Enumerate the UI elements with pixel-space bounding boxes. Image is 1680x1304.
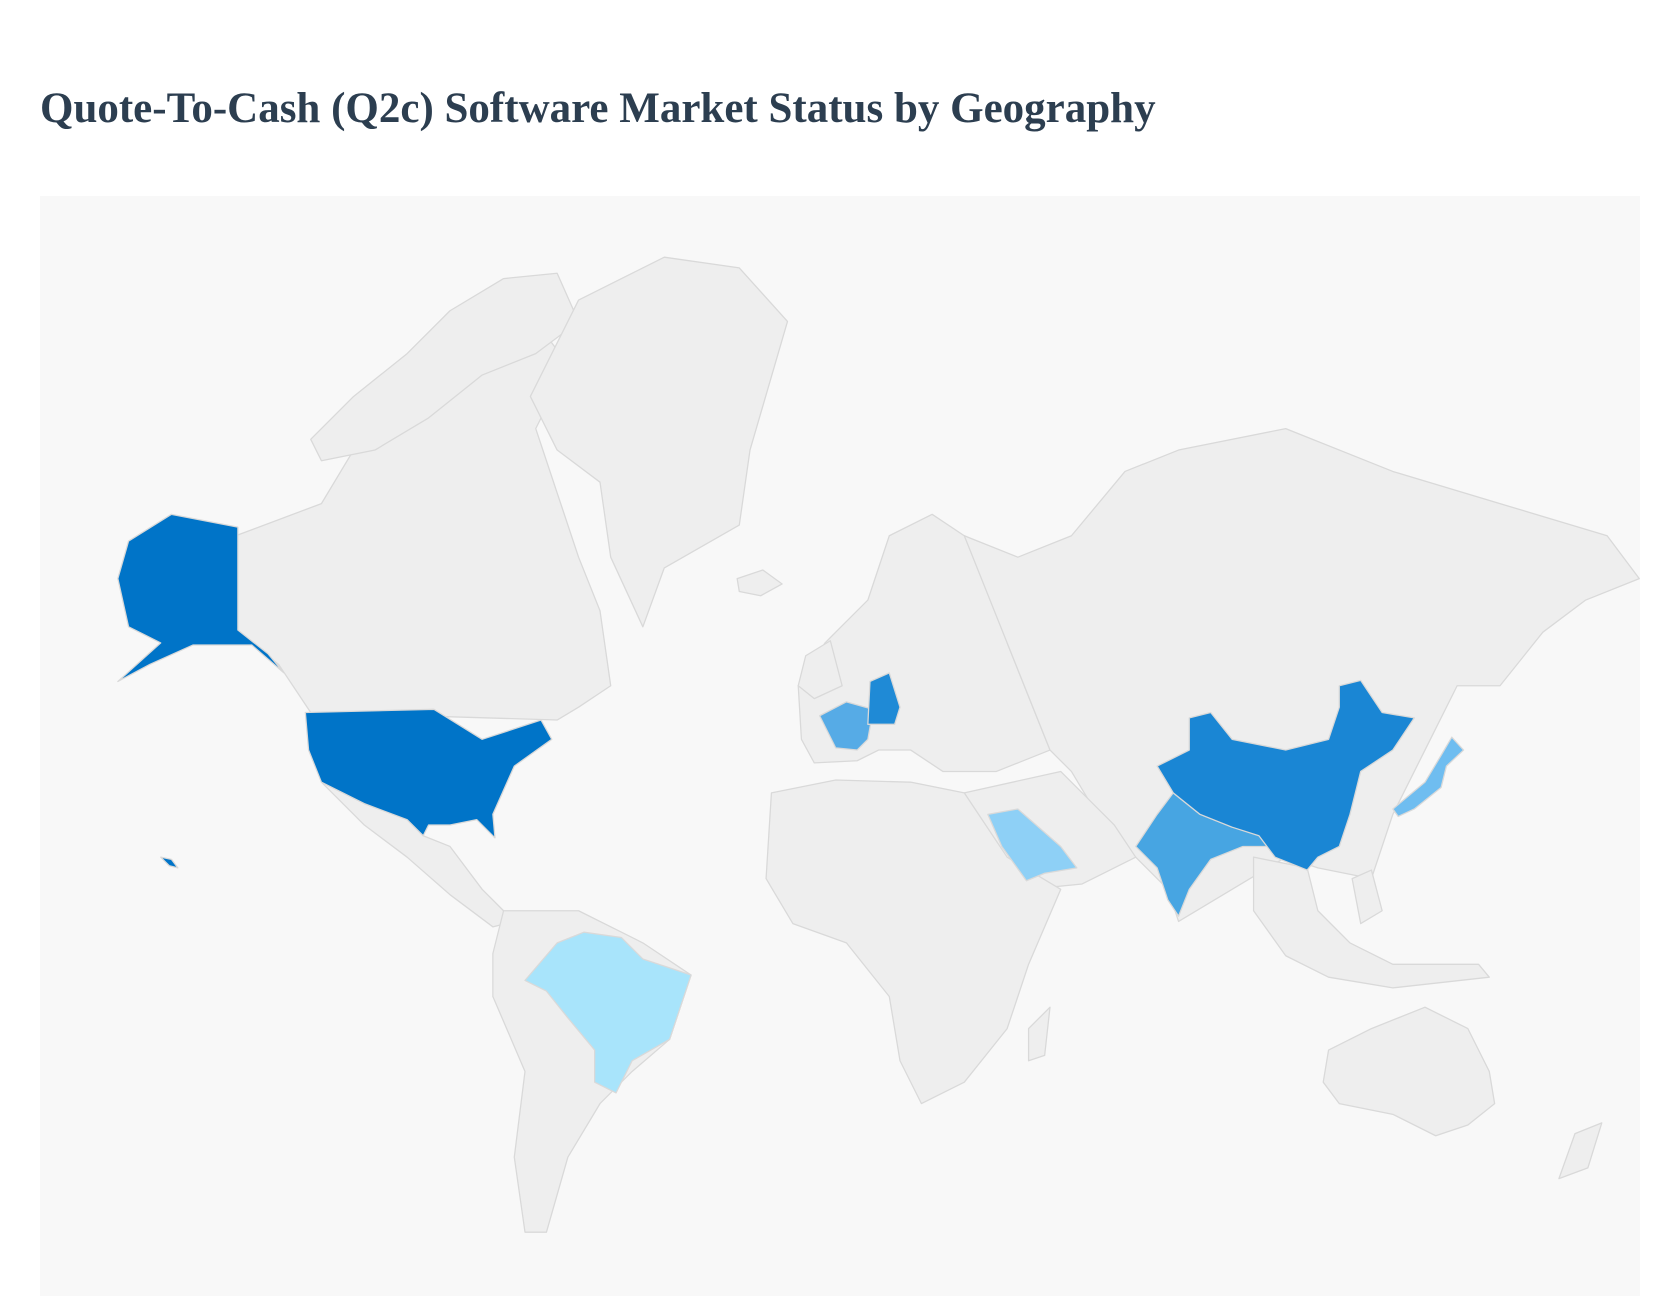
country-saudi-arabia[interactable] <box>987 808 1078 882</box>
region-new-zealand[interactable] <box>1558 1122 1603 1180</box>
land-regions <box>235 256 1640 1233</box>
region-iceland[interactable] <box>736 569 783 597</box>
country-brazil[interactable] <box>524 931 692 1094</box>
region-philippines[interactable] <box>1351 869 1383 925</box>
region-greenland[interactable] <box>529 256 789 628</box>
country-france[interactable] <box>819 701 874 751</box>
country-japan[interactable] <box>1392 736 1465 818</box>
country-china[interactable] <box>1156 679 1415 871</box>
country-united-states[interactable] <box>304 708 553 839</box>
highlighted-countries <box>117 513 1465 1094</box>
region-madagascar[interactable] <box>1027 1006 1051 1062</box>
page-title: Quote-To-Cash (Q2c) Software Market Stat… <box>40 85 1156 132</box>
country-alaska[interactable] <box>117 513 285 683</box>
country-hawaii[interactable] <box>160 856 179 869</box>
region-southeast-asia[interactable] <box>1252 856 1490 989</box>
country-germany[interactable] <box>867 672 901 725</box>
region-australia[interactable] <box>1322 1006 1496 1137</box>
region-uk[interactable] <box>797 640 843 700</box>
region-africa[interactable] <box>765 779 1062 1105</box>
